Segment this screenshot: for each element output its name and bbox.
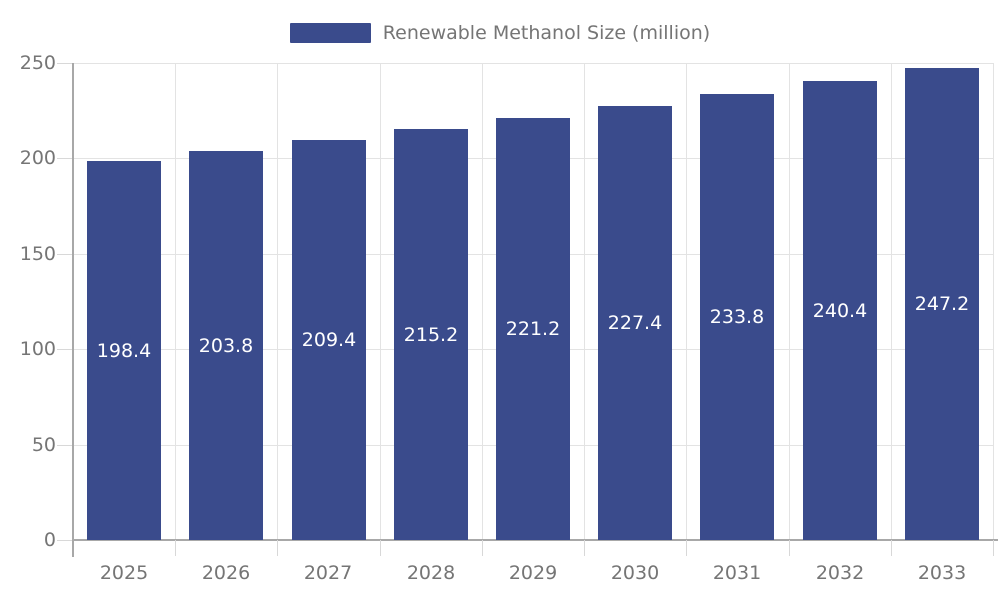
bar	[189, 151, 263, 540]
y-axis-line	[72, 63, 74, 557]
x-tick-label: 2033	[917, 562, 967, 584]
bar	[292, 140, 366, 540]
bar-value-label: 227.4	[607, 312, 663, 334]
x-tick-label: 2027	[303, 562, 353, 584]
y-tick-label: 100	[19, 338, 56, 360]
v-gridline	[789, 63, 790, 540]
v-gridline	[482, 63, 483, 540]
bar-value-label: 240.4	[812, 300, 868, 322]
x-tick	[277, 540, 278, 556]
bar-value-label: 247.2	[914, 293, 970, 315]
v-gridline	[584, 63, 585, 540]
v-gridline	[175, 63, 176, 540]
x-tick	[686, 540, 687, 556]
y-tick	[57, 349, 73, 350]
x-tick	[380, 540, 381, 556]
legend-item[interactable]: Renewable Methanol Size (million)	[0, 20, 1000, 46]
v-gridline	[380, 63, 381, 540]
bar-value-label: 203.8	[198, 335, 254, 357]
x-tick-label: 2030	[610, 562, 660, 584]
x-tick	[891, 540, 892, 556]
bar-value-label: 209.4	[301, 329, 357, 351]
y-tick	[57, 445, 73, 446]
y-tick	[57, 254, 73, 255]
y-tick-label: 200	[19, 147, 56, 169]
h-gridline	[73, 63, 993, 64]
x-tick	[482, 540, 483, 556]
x-tick-label: 2031	[712, 562, 762, 584]
x-tick-label: 2028	[406, 562, 456, 584]
x-tick-label: 2032	[815, 562, 865, 584]
v-gridline	[277, 63, 278, 540]
y-tick	[57, 158, 73, 159]
x-tick-label: 2029	[508, 562, 558, 584]
bar	[598, 106, 672, 540]
bar	[87, 161, 161, 540]
bar	[803, 81, 877, 540]
bar	[496, 118, 570, 540]
bar-value-label: 221.2	[505, 318, 561, 340]
bar	[905, 68, 979, 540]
bar-value-label: 198.4	[96, 340, 152, 362]
y-tick-label: 50	[31, 434, 56, 456]
x-tick	[789, 540, 790, 556]
x-tick-label: 2025	[99, 562, 149, 584]
x-tick	[993, 540, 994, 556]
y-tick-label: 250	[19, 52, 56, 74]
y-tick	[57, 63, 73, 64]
y-tick-label: 0	[43, 529, 56, 551]
y-tick-label: 150	[19, 243, 56, 265]
bar	[394, 129, 468, 540]
x-tick-label: 2026	[201, 562, 251, 584]
v-gridline	[891, 63, 892, 540]
x-tick	[175, 540, 176, 556]
v-gridline	[993, 63, 994, 540]
v-gridline	[686, 63, 687, 540]
legend-swatch	[289, 23, 371, 43]
x-tick	[584, 540, 585, 556]
legend-label: Renewable Methanol Size (million)	[382, 22, 711, 44]
bar-value-label: 215.2	[403, 324, 459, 346]
x-axis-line	[72, 539, 998, 541]
bar	[700, 94, 774, 540]
y-tick	[57, 540, 73, 541]
bar-value-label: 233.8	[709, 306, 765, 328]
